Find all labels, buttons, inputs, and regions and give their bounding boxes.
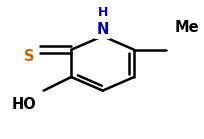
Text: N: N <box>96 23 108 38</box>
Text: HO: HO <box>12 97 36 112</box>
Text: Me: Me <box>174 20 198 35</box>
Text: S: S <box>23 49 34 64</box>
Text: H: H <box>97 7 107 19</box>
